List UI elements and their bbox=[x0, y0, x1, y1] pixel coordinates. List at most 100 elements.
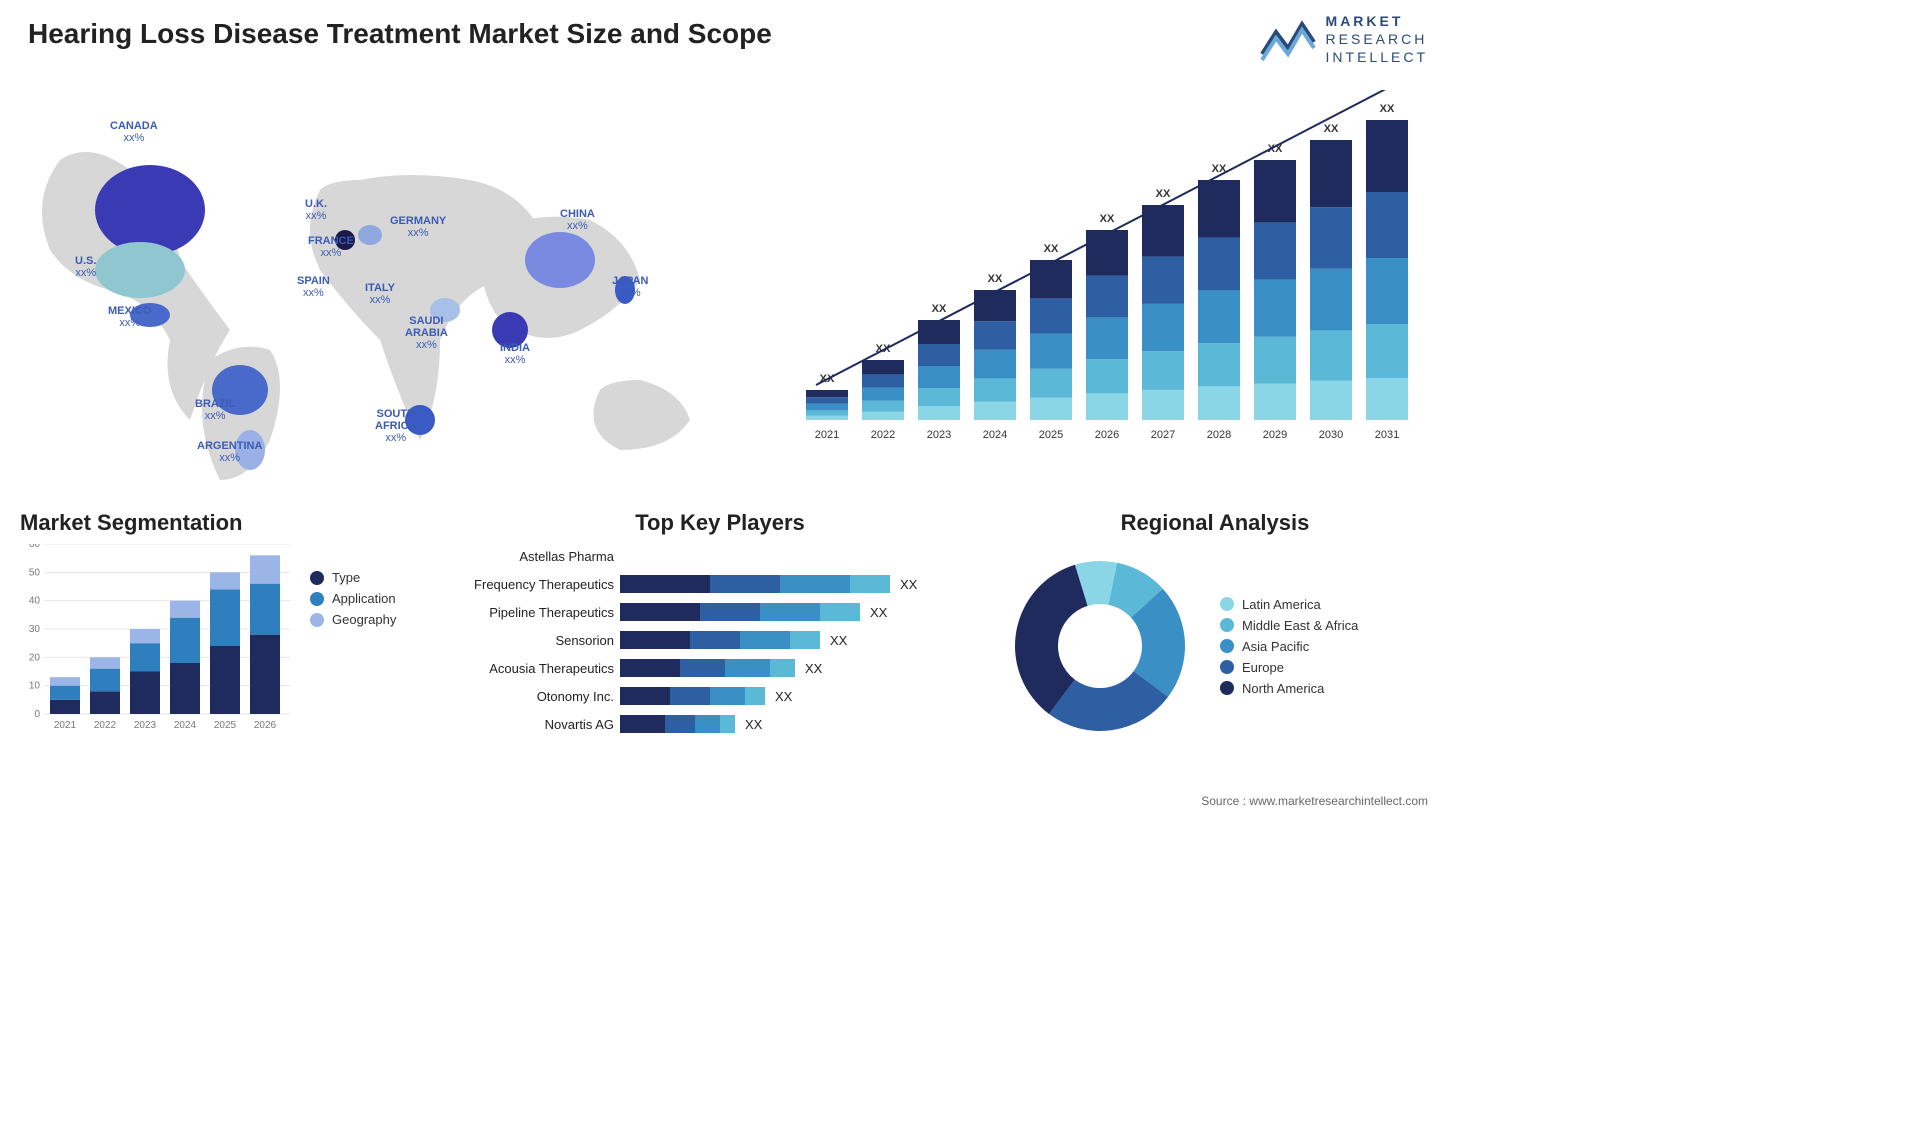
forecast-bar-chart: XX2021XX2022XX2023XX2024XX2025XX2026XX20… bbox=[786, 90, 1426, 470]
forecast-bar-seg bbox=[918, 320, 960, 344]
keyplayer-bar-seg bbox=[620, 687, 670, 705]
legend-swatch bbox=[1220, 681, 1234, 695]
legend-swatch bbox=[1220, 597, 1234, 611]
legend-label: Asia Pacific bbox=[1242, 639, 1309, 654]
seg-bar-seg bbox=[210, 589, 240, 646]
seg-bar-seg bbox=[250, 635, 280, 714]
forecast-bar-year: 2021 bbox=[815, 429, 839, 441]
seg-bar-seg bbox=[170, 601, 200, 618]
forecast-bar-seg bbox=[918, 406, 960, 420]
map-label: INDIAxx% bbox=[500, 342, 530, 366]
forecast-bar-seg bbox=[1366, 120, 1408, 192]
seg-ytick: 40 bbox=[29, 596, 41, 607]
keyplayer-bar-seg bbox=[740, 631, 790, 649]
keyplayer-bar bbox=[620, 715, 735, 733]
legend-label: Latin America bbox=[1242, 597, 1321, 612]
keyplayer-row: SensorionXX bbox=[460, 626, 980, 654]
regional-legend-item: Middle East & Africa bbox=[1220, 618, 1358, 633]
forecast-bar-year: 2028 bbox=[1207, 429, 1231, 441]
keyplayer-row: Pipeline TherapeuticsXX bbox=[460, 598, 980, 626]
keyplayer-name: Acousia Therapeutics bbox=[460, 661, 620, 676]
keyplayer-bar-seg bbox=[680, 659, 725, 677]
keyplayer-bar-seg bbox=[745, 687, 765, 705]
keyplayer-bar-seg bbox=[620, 575, 710, 593]
forecast-bar-seg bbox=[918, 344, 960, 366]
keyplayer-value: XX bbox=[900, 577, 917, 592]
forecast-bar-seg bbox=[1366, 192, 1408, 258]
forecast-bar-seg bbox=[1198, 238, 1240, 291]
seg-year: 2024 bbox=[174, 720, 197, 731]
segmentation-panel: Market Segmentation 01020304050602021202… bbox=[20, 510, 440, 770]
forecast-bar-seg bbox=[1254, 337, 1296, 384]
world-map-panel: CANADAxx%U.S.xx%MEXICOxx%BRAZILxx%ARGENT… bbox=[20, 80, 720, 480]
legend-label: Application bbox=[332, 591, 396, 606]
map-label: U.S.xx% bbox=[75, 255, 96, 279]
forecast-bar-seg bbox=[1142, 304, 1184, 351]
forecast-bar-seg bbox=[1198, 290, 1240, 343]
forecast-bar-seg bbox=[862, 412, 904, 420]
legend-swatch bbox=[1220, 660, 1234, 674]
keyplayer-bar-seg bbox=[780, 575, 850, 593]
keyplayers-title: Top Key Players bbox=[460, 510, 980, 536]
regional-legend-item: Europe bbox=[1220, 660, 1358, 675]
map-label: MEXICOxx% bbox=[108, 305, 151, 329]
seg-bar-seg bbox=[90, 669, 120, 692]
forecast-bar-seg bbox=[1254, 222, 1296, 279]
forecast-bar-seg bbox=[1310, 330, 1352, 380]
forecast-bar-year: 2029 bbox=[1263, 429, 1287, 441]
forecast-bar-seg bbox=[1198, 343, 1240, 386]
forecast-bar-seg bbox=[974, 290, 1016, 321]
legend-swatch bbox=[310, 571, 324, 585]
regional-title: Regional Analysis bbox=[1000, 510, 1430, 536]
source-text: Source : www.marketresearchintellect.com bbox=[1201, 794, 1428, 808]
forecast-bar-seg bbox=[806, 404, 848, 411]
forecast-bar-seg bbox=[1142, 390, 1184, 420]
forecast-bar-seg bbox=[862, 388, 904, 401]
seg-year: 2022 bbox=[94, 720, 117, 731]
forecast-bar-year: 2027 bbox=[1151, 429, 1175, 441]
forecast-bar-value: XX bbox=[988, 273, 1003, 285]
keyplayer-name: Novartis AG bbox=[460, 717, 620, 732]
forecast-bar-year: 2031 bbox=[1375, 429, 1399, 441]
keyplayer-row: Novartis AGXX bbox=[460, 710, 980, 738]
keyplayer-bar-seg bbox=[620, 603, 700, 621]
forecast-bar-seg bbox=[1142, 351, 1184, 390]
keyplayer-row: Otonomy Inc.XX bbox=[460, 682, 980, 710]
keyplayer-bar-seg bbox=[710, 687, 745, 705]
keyplayer-name: Frequency Therapeutics bbox=[460, 577, 620, 592]
forecast-bar-seg bbox=[1030, 369, 1072, 398]
seg-ytick: 0 bbox=[34, 709, 40, 720]
seg-ytick: 60 bbox=[29, 544, 41, 550]
forecast-bar-seg bbox=[1254, 160, 1296, 222]
seg-ytick: 10 bbox=[29, 681, 41, 692]
forecast-bar-seg bbox=[1254, 280, 1296, 337]
forecast-bar-seg bbox=[1310, 207, 1352, 269]
legend-label: North America bbox=[1242, 681, 1324, 696]
keyplayer-bar-seg bbox=[710, 575, 780, 593]
keyplayer-bar-seg bbox=[690, 631, 740, 649]
keyplayer-bar-seg bbox=[820, 603, 860, 621]
keyplayer-bar bbox=[620, 659, 795, 677]
forecast-bar-seg bbox=[974, 350, 1016, 379]
keyplayer-name: Astellas Pharma bbox=[460, 549, 620, 564]
segmentation-chart: 0102030405060202120222023202420252026 bbox=[20, 544, 290, 754]
keyplayer-bar-seg bbox=[620, 715, 665, 733]
keyplayer-bar bbox=[620, 575, 890, 593]
forecast-bar-seg bbox=[1086, 276, 1128, 318]
forecast-bar-year: 2026 bbox=[1095, 429, 1119, 441]
map-label: GERMANYxx% bbox=[390, 215, 446, 239]
forecast-bar-seg bbox=[918, 388, 960, 406]
forecast-bar-seg bbox=[1310, 269, 1352, 331]
regional-donut bbox=[1000, 546, 1200, 746]
forecast-bar-seg bbox=[1086, 359, 1128, 393]
seg-year: 2026 bbox=[254, 720, 277, 731]
forecast-bar-seg bbox=[1086, 317, 1128, 359]
keyplayer-row: Acousia TherapeuticsXX bbox=[460, 654, 980, 682]
forecast-bar-year: 2030 bbox=[1319, 429, 1343, 441]
seg-ytick: 50 bbox=[29, 567, 41, 578]
forecast-bar-seg bbox=[1030, 260, 1072, 298]
keyplayers-panel: Top Key Players Astellas Pharma Frequency… bbox=[460, 510, 980, 770]
legend-label: Europe bbox=[1242, 660, 1284, 675]
forecast-bar-seg bbox=[918, 366, 960, 388]
map-label: JAPANxx% bbox=[612, 275, 648, 299]
